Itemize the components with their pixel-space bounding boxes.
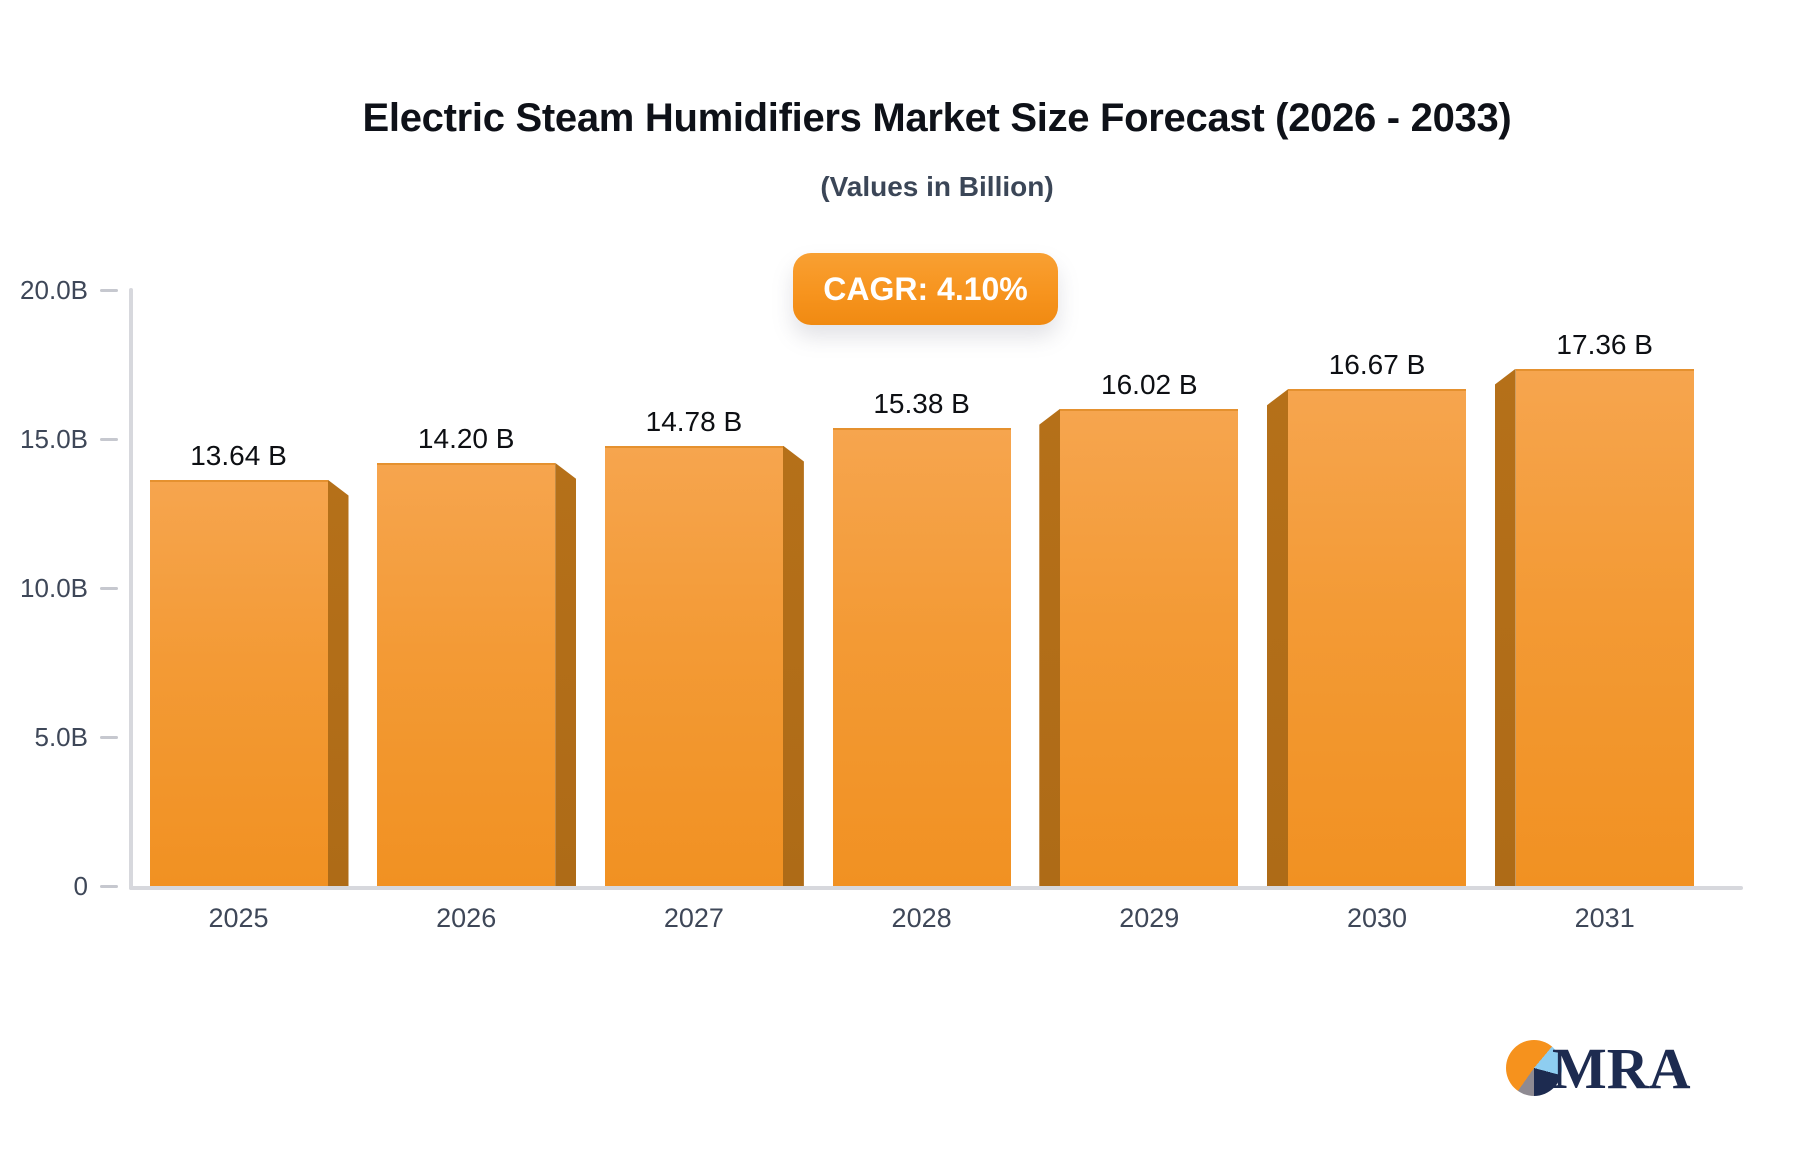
logo-text: MRA	[1552, 1035, 1691, 1101]
bar-front-face-2031	[1515, 368, 1694, 886]
bar-value-label-2025: 13.64 B	[190, 439, 287, 471]
y-tick-mark	[100, 884, 118, 888]
cagr-badge: CAGR: 4.10%	[793, 253, 1058, 325]
bar-front-face-2027	[604, 445, 783, 886]
y-tick-label-20.0B: 20.0B	[20, 275, 88, 305]
y-tick-mark	[100, 288, 118, 292]
mra-logo: MRA	[1506, 1035, 1691, 1101]
bar-front-face-2025	[149, 479, 328, 886]
x-axis-label-2026: 2026	[436, 903, 497, 933]
bar-value-label-2029: 16.02 B	[1101, 368, 1198, 400]
bar-value-label-2027: 14.78 B	[645, 405, 743, 437]
x-axis-line	[129, 886, 1743, 890]
bar-front-face-2026	[377, 462, 556, 886]
x-axis-label-2030: 2030	[1346, 903, 1408, 933]
y-tick-label-5.0B: 5.0B	[34, 722, 89, 752]
bar-value-label-2026: 14.20 B	[417, 422, 515, 454]
bar-side-face-2030	[1267, 389, 1288, 886]
bar-side-face-2025	[327, 479, 349, 886]
pie-chart-logo-icon	[1506, 1040, 1562, 1096]
bar-front-face-2028	[832, 427, 1011, 886]
bar-side-face-2029	[1039, 408, 1061, 886]
bar-value-label-2031: 17.36 B	[1556, 328, 1653, 360]
bar-front-face-2029	[1060, 408, 1239, 886]
bar-side-face-2031	[1494, 368, 1516, 886]
x-axis-label-2028: 2028	[891, 903, 952, 933]
y-tick-label-15.0B: 15.0B	[20, 424, 88, 454]
y-tick-label-0: 0	[73, 871, 88, 901]
y-tick-label-10.0B: 10.0B	[20, 573, 88, 603]
bar-side-face-2026	[555, 462, 577, 886]
x-axis-label-2031: 2031	[1574, 903, 1635, 933]
bar-value-label-2030: 16.67 B	[1328, 349, 1426, 381]
chart-subtitle: (Values in Billion)	[820, 171, 1054, 202]
y-tick-mark	[100, 437, 118, 441]
bar-side-face-2027	[782, 445, 804, 886]
y-tick-mark	[100, 735, 118, 739]
x-axis-label-2029: 2029	[1119, 903, 1180, 933]
x-axis-label-2025: 2025	[208, 903, 269, 933]
chart-title: Electric Steam Humidifiers Market Size F…	[362, 96, 1512, 140]
y-tick-mark	[100, 586, 118, 590]
x-axis-label-2027: 2027	[663, 903, 724, 933]
bar-front-face-2030	[1288, 389, 1466, 886]
y-axis-line	[129, 288, 133, 890]
bar-value-label-2028: 15.38 B	[873, 387, 970, 419]
